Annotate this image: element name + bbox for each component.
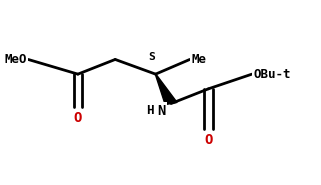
Text: O: O bbox=[204, 133, 213, 147]
Polygon shape bbox=[155, 74, 177, 105]
Text: N: N bbox=[157, 104, 166, 118]
Text: Me: Me bbox=[191, 53, 206, 66]
Text: H: H bbox=[146, 104, 154, 117]
Text: MeO: MeO bbox=[4, 53, 27, 66]
Text: O: O bbox=[74, 111, 82, 125]
Text: OBu-t: OBu-t bbox=[254, 68, 291, 81]
Text: S: S bbox=[149, 52, 155, 62]
